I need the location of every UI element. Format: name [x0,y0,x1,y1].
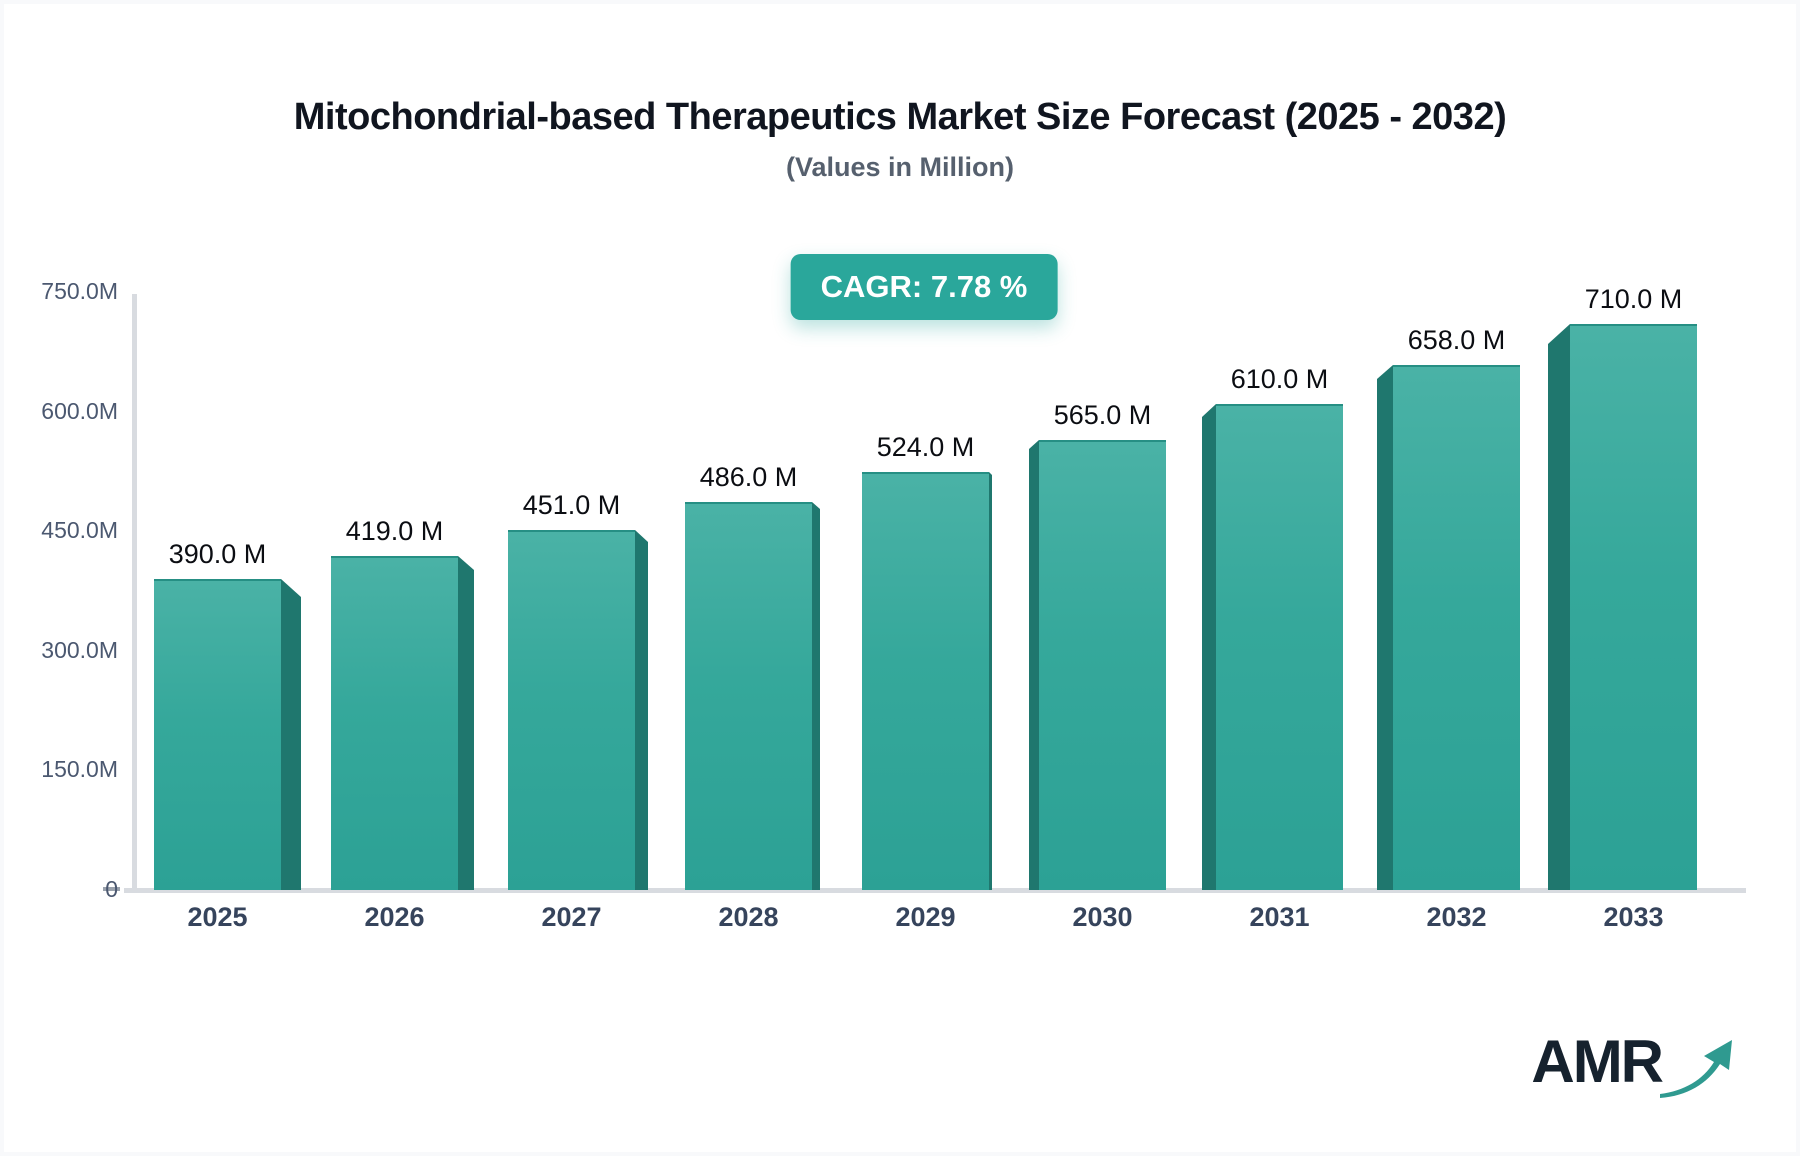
bar-side-3d [989,472,992,890]
bar-value-label: 419.0 M [345,516,444,546]
chart-title: Mitochondrial-based Therapeutics Market … [293,96,1507,138]
bar-value-label: 390.0 M [168,539,267,569]
bar-side-3d [635,530,648,890]
growth-arrow-icon [1660,1040,1732,1098]
y-tick-label: 150.0M [41,756,118,783]
bar-2032[interactable]: 658.0 M [1377,325,1520,890]
bar-value-label: 710.0 M [1584,284,1683,314]
amr-logo: AMR [1531,1032,1738,1100]
bar-face [862,472,989,890]
x-tick-label-2029: 2029 [895,902,956,932]
x-tick-label-2033: 2033 [1603,902,1664,932]
bar-face [1039,440,1166,890]
bar-2031[interactable]: 610.0 M [1202,364,1343,890]
plot-area: 750.0M 600.0M 450.0M 300.0M 150.0M 0 390.0 M 4… [4,4,1796,1152]
y-tick-label: 300.0M [41,636,118,663]
bar-side-3d [812,502,820,890]
bar-value-label: 451.0 M [522,490,621,520]
bar-side-3d [458,556,474,890]
bar-2029[interactable]: 524.0 M [862,432,992,890]
x-tick-label-2027: 2027 [541,902,602,932]
x-tick-label-2028: 2028 [718,902,779,932]
x-tick-label-2025: 2025 [187,902,248,932]
x-tick-label-2032: 2032 [1426,902,1487,932]
bar-value-label: 565.0 M [1053,400,1152,430]
bar-side-3d [1029,440,1039,890]
bar-2028[interactable]: 486.0 M [685,462,820,890]
bar-2025[interactable]: 390.0 M [154,539,301,890]
bar-side-3d [1377,365,1393,890]
x-tick-label-2030: 2030 [1072,902,1133,932]
bar-face [154,579,281,890]
bar-value-label: 658.0 M [1407,325,1506,355]
bar-face [685,502,812,890]
bar-value-label: 524.0 M [876,432,975,462]
bar-face [1216,404,1343,890]
chart-subtitle: (Values in Million) [785,152,1015,182]
bar-2033[interactable]: 710.0 M [1548,284,1697,890]
x-axis-baseline [124,888,1746,893]
bar-side-3d [1202,404,1216,890]
amr-logo-text: AMR [1531,1028,1664,1095]
bar-value-label: 610.0 M [1230,364,1329,394]
zero-tick-mark [103,887,120,891]
bar-face [508,530,635,890]
y-axis-line [132,294,137,890]
bar-face [1393,365,1520,890]
y-tick-label: 750.0M [41,278,118,304]
bar-side-3d [1548,324,1570,890]
y-tick-label: 600.0M [41,397,118,424]
bar-side-3d [281,579,301,890]
y-tick-label: 450.0M [41,517,118,544]
x-tick-label-2026: 2026 [364,902,425,932]
y-tick-label: 0 [105,876,118,902]
bar-face [1570,324,1697,890]
x-tick-label-2031: 2031 [1249,902,1310,932]
bar-value-label: 486.0 M [699,462,798,492]
bar-face [331,556,458,890]
cagr-badge: CAGR: 7.78 % [790,254,1058,320]
bar-2027[interactable]: 451.0 M [508,490,648,890]
bar-2030[interactable]: 565.0 M [1029,400,1166,890]
bar-2026[interactable]: 419.0 M [331,516,474,890]
